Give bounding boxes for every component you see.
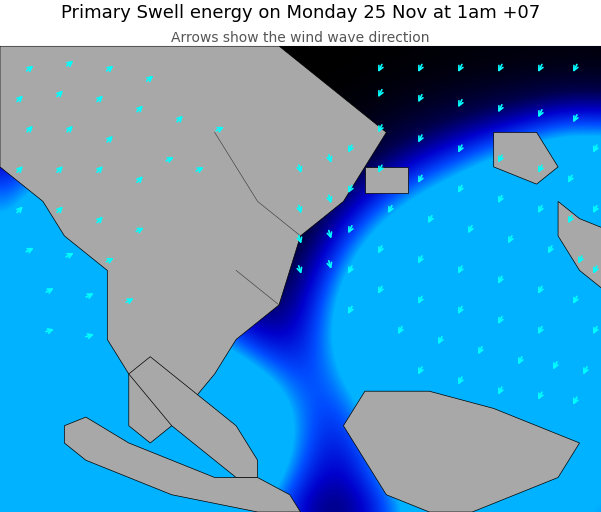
Text: Arrows show the wind wave direction: Arrows show the wind wave direction — [171, 31, 430, 45]
Polygon shape — [0, 46, 386, 443]
Polygon shape — [129, 357, 258, 478]
Polygon shape — [365, 167, 408, 193]
Polygon shape — [64, 417, 300, 512]
Polygon shape — [558, 201, 601, 288]
Polygon shape — [343, 391, 579, 512]
Text: Primary Swell energy on Monday 25 Nov at 1am +07: Primary Swell energy on Monday 25 Nov at… — [61, 4, 540, 22]
Polygon shape — [493, 133, 558, 184]
